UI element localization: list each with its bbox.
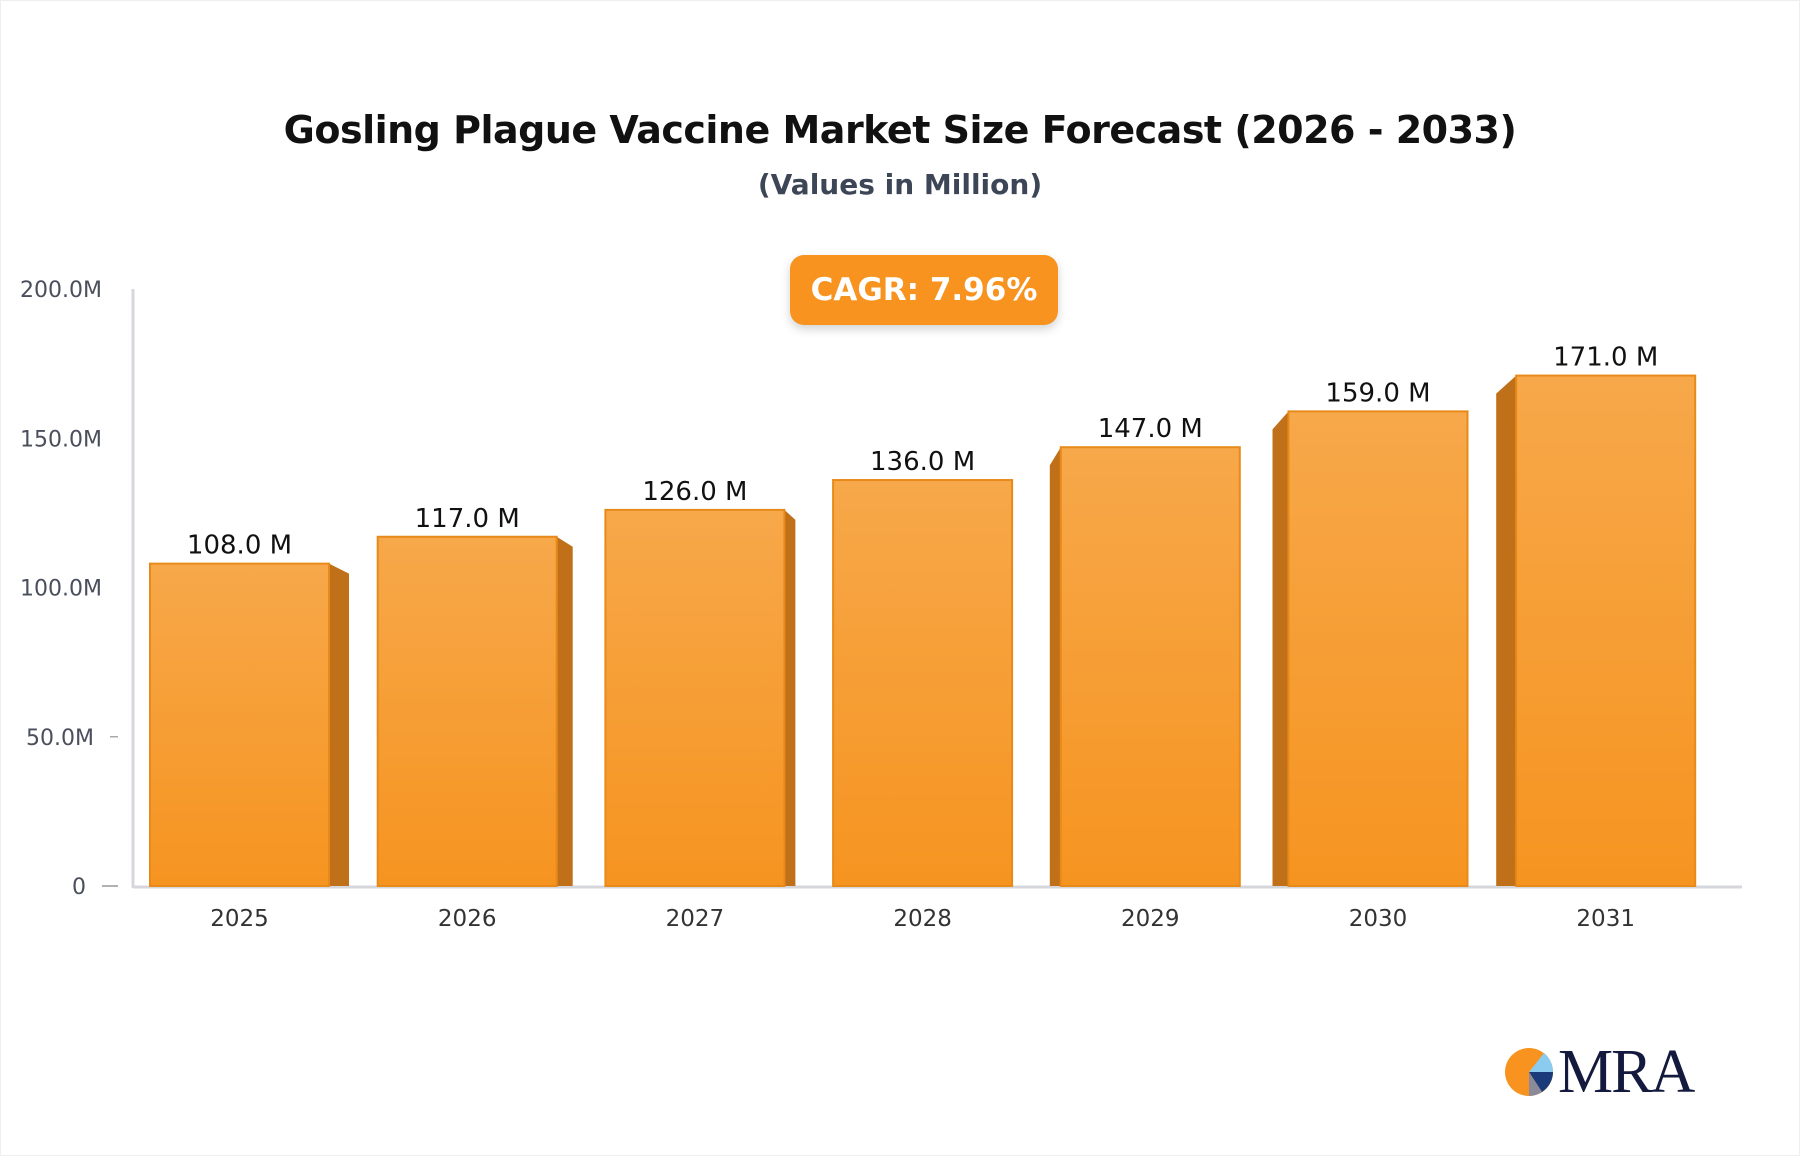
data-label: 126.0 M (642, 477, 747, 507)
bar-2026 (376, 535, 558, 887)
x-tick-label: 2030 (1349, 906, 1408, 932)
y-tick-label: 200.0M (20, 278, 102, 303)
chart-title: Gosling Plague Vaccine Market Size Forec… (283, 108, 1517, 152)
chart-subtitle: (Values in Million) (757, 168, 1043, 201)
bar-side (329, 563, 349, 886)
x-tick-label: 2028 (893, 906, 952, 932)
logo-pie-icon (1505, 1048, 1554, 1096)
y-tick-label: 150.0M (20, 427, 102, 452)
bar-side (1049, 447, 1061, 886)
y-tick-label: 0 (72, 875, 86, 900)
data-label: 159.0 M (1325, 378, 1430, 408)
bar-2027 (604, 508, 786, 887)
bar-2025 (149, 562, 330, 887)
data-label: 147.0 M (1098, 414, 1203, 444)
bar-side (1272, 411, 1289, 886)
bar-side (784, 509, 796, 886)
bar-side (556, 536, 573, 886)
cagr-badge: CAGR: 7.96% (790, 255, 1058, 325)
data-label: 117.0 M (415, 504, 520, 534)
mra-logo: MRA (1504, 1040, 1704, 1104)
y-tick-label: 100.0M (20, 577, 102, 602)
x-tick-label: 2031 (1576, 906, 1635, 932)
bar-2029 (1059, 446, 1241, 887)
bar-side (1496, 375, 1517, 886)
data-label: 171.0 M (1553, 343, 1658, 373)
x-tick-label: 2029 (1121, 906, 1180, 932)
data-label: 108.0 M (187, 531, 292, 561)
x-tick-label: 2026 (438, 906, 497, 932)
bar-2028 (832, 479, 1014, 887)
data-label: 136.0 M (870, 447, 975, 477)
bar-2030 (1287, 410, 1469, 887)
y-tick-label: 50.0M (26, 726, 94, 751)
x-tick-label: 2027 (666, 906, 725, 932)
bar-2031 (1515, 374, 1697, 887)
logo-text: MRA (1558, 1038, 1695, 1106)
x-tick-label: 2025 (210, 906, 269, 932)
